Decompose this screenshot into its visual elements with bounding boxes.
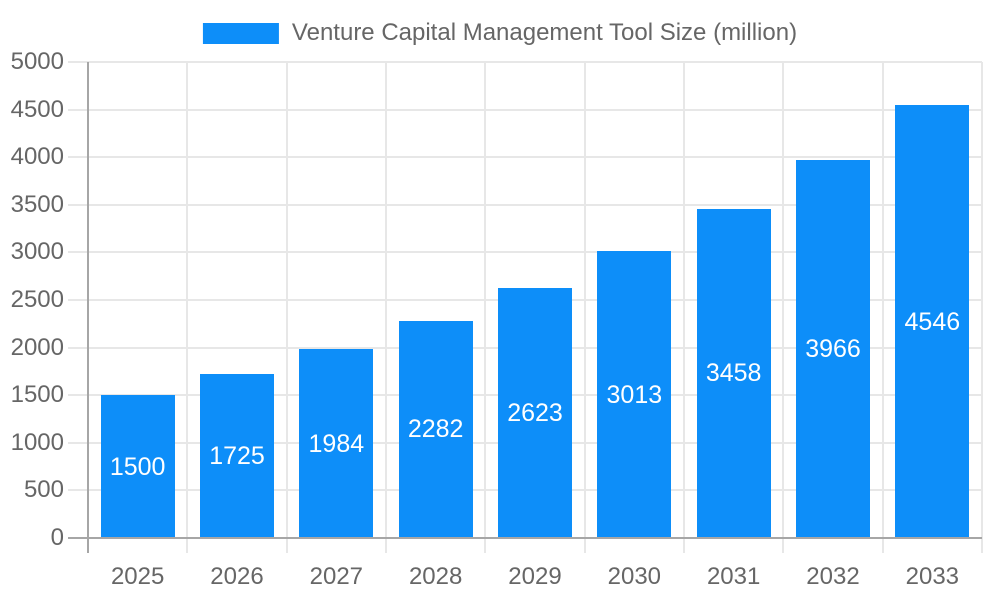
x-grid-line — [782, 62, 785, 538]
x-grid-line — [683, 62, 685, 538]
y-grid-line — [88, 156, 982, 159]
y-grid-line — [88, 108, 982, 111]
x-axis-tick — [285, 538, 288, 553]
y-axis-tick — [68, 299, 88, 301]
y-axis-tick — [68, 108, 88, 111]
y-axis-tick — [68, 61, 88, 63]
legend-item[interactable]: Venture Capital Management Tool Size (mi… — [202, 19, 798, 47]
x-grid-line — [385, 62, 387, 538]
bar[interactable]: 3966 — [796, 160, 870, 538]
x-tick-label: 2027 — [309, 563, 364, 590]
x-grid-line — [583, 62, 586, 538]
bar-value-label: 3966 — [805, 335, 861, 364]
x-tick-label: 2025 — [110, 563, 165, 590]
x-axis-tick — [583, 538, 586, 553]
y-axis-tick — [68, 489, 88, 492]
y-grid-line — [88, 203, 982, 206]
bar-value-label: 4546 — [904, 307, 961, 336]
bar-value-label: 1725 — [209, 441, 265, 470]
bar[interactable]: 3458 — [696, 208, 771, 538]
x-tick-label: 2030 — [607, 563, 662, 590]
y-axis-tick — [68, 346, 88, 349]
bar-value-label: 3458 — [705, 359, 762, 388]
plot-area: 1500 1725 1984 2282 2623 3013 3458 3966 4546 — [88, 61, 983, 538]
y-tick-label: 3000 — [10, 238, 64, 266]
x-axis-line — [68, 537, 982, 539]
bar-value-label: 3013 — [606, 380, 663, 409]
x-axis-tick — [186, 538, 189, 553]
y-axis-tick — [68, 203, 88, 206]
x-tick-label: 2031 — [706, 563, 761, 590]
x-axis-tick — [385, 538, 387, 553]
y-tick-label: 4500 — [10, 95, 64, 123]
bar-value-label: 2282 — [407, 415, 464, 444]
y-tick-label: 2500 — [10, 286, 64, 313]
y-axis-line — [87, 62, 89, 553]
x-tick-label: 2029 — [508, 563, 562, 590]
y-tick-label: 3500 — [10, 190, 64, 218]
x-axis-tick — [782, 538, 785, 553]
x-grid-line — [285, 62, 288, 538]
bar[interactable]: 1984 — [299, 349, 374, 538]
y-tick-label: 4000 — [10, 143, 64, 171]
y-tick-label: 1000 — [10, 428, 64, 456]
legend-label: Venture Capital Management Tool Size (mi… — [291, 19, 798, 46]
bar-value-label: 2623 — [507, 399, 563, 428]
legend-swatch — [202, 22, 279, 44]
x-grid-line — [484, 62, 487, 538]
x-axis-tick — [683, 538, 685, 553]
bar[interactable]: 4546 — [895, 105, 970, 538]
y-tick-label: 0 — [50, 524, 64, 551]
y-tick-label: 5000 — [10, 48, 64, 75]
bar[interactable]: 1725 — [200, 373, 274, 538]
x-tick-label: 2032 — [806, 563, 860, 590]
y-tick-label: 500 — [23, 476, 64, 504]
y-grid-line — [88, 61, 982, 63]
y-axis-tick — [68, 394, 88, 397]
y-tick-label: 2000 — [10, 333, 64, 361]
bar-value-label: 1500 — [109, 452, 166, 481]
bar[interactable]: 2282 — [398, 320, 473, 538]
y-axis-tick — [68, 251, 88, 254]
y-axis-tick — [68, 441, 88, 444]
x-axis-tick — [981, 538, 983, 553]
bar[interactable]: 2623 — [498, 288, 572, 538]
x-grid-line — [881, 62, 884, 538]
bar[interactable]: 3013 — [597, 251, 672, 538]
x-tick-label: 2028 — [408, 563, 463, 590]
y-tick-label: 1500 — [10, 381, 64, 409]
x-axis-tick — [881, 538, 884, 553]
y-axis-tick — [68, 156, 88, 159]
x-tick-label: 2026 — [210, 563, 264, 590]
bar-value-label: 1984 — [308, 429, 365, 458]
x-axis-tick — [484, 538, 487, 553]
x-grid-line — [186, 62, 189, 538]
y-grid-line — [88, 251, 982, 254]
x-tick-label: 2033 — [905, 563, 960, 590]
bar[interactable]: 1500 — [100, 395, 175, 538]
x-grid-line — [981, 62, 983, 538]
